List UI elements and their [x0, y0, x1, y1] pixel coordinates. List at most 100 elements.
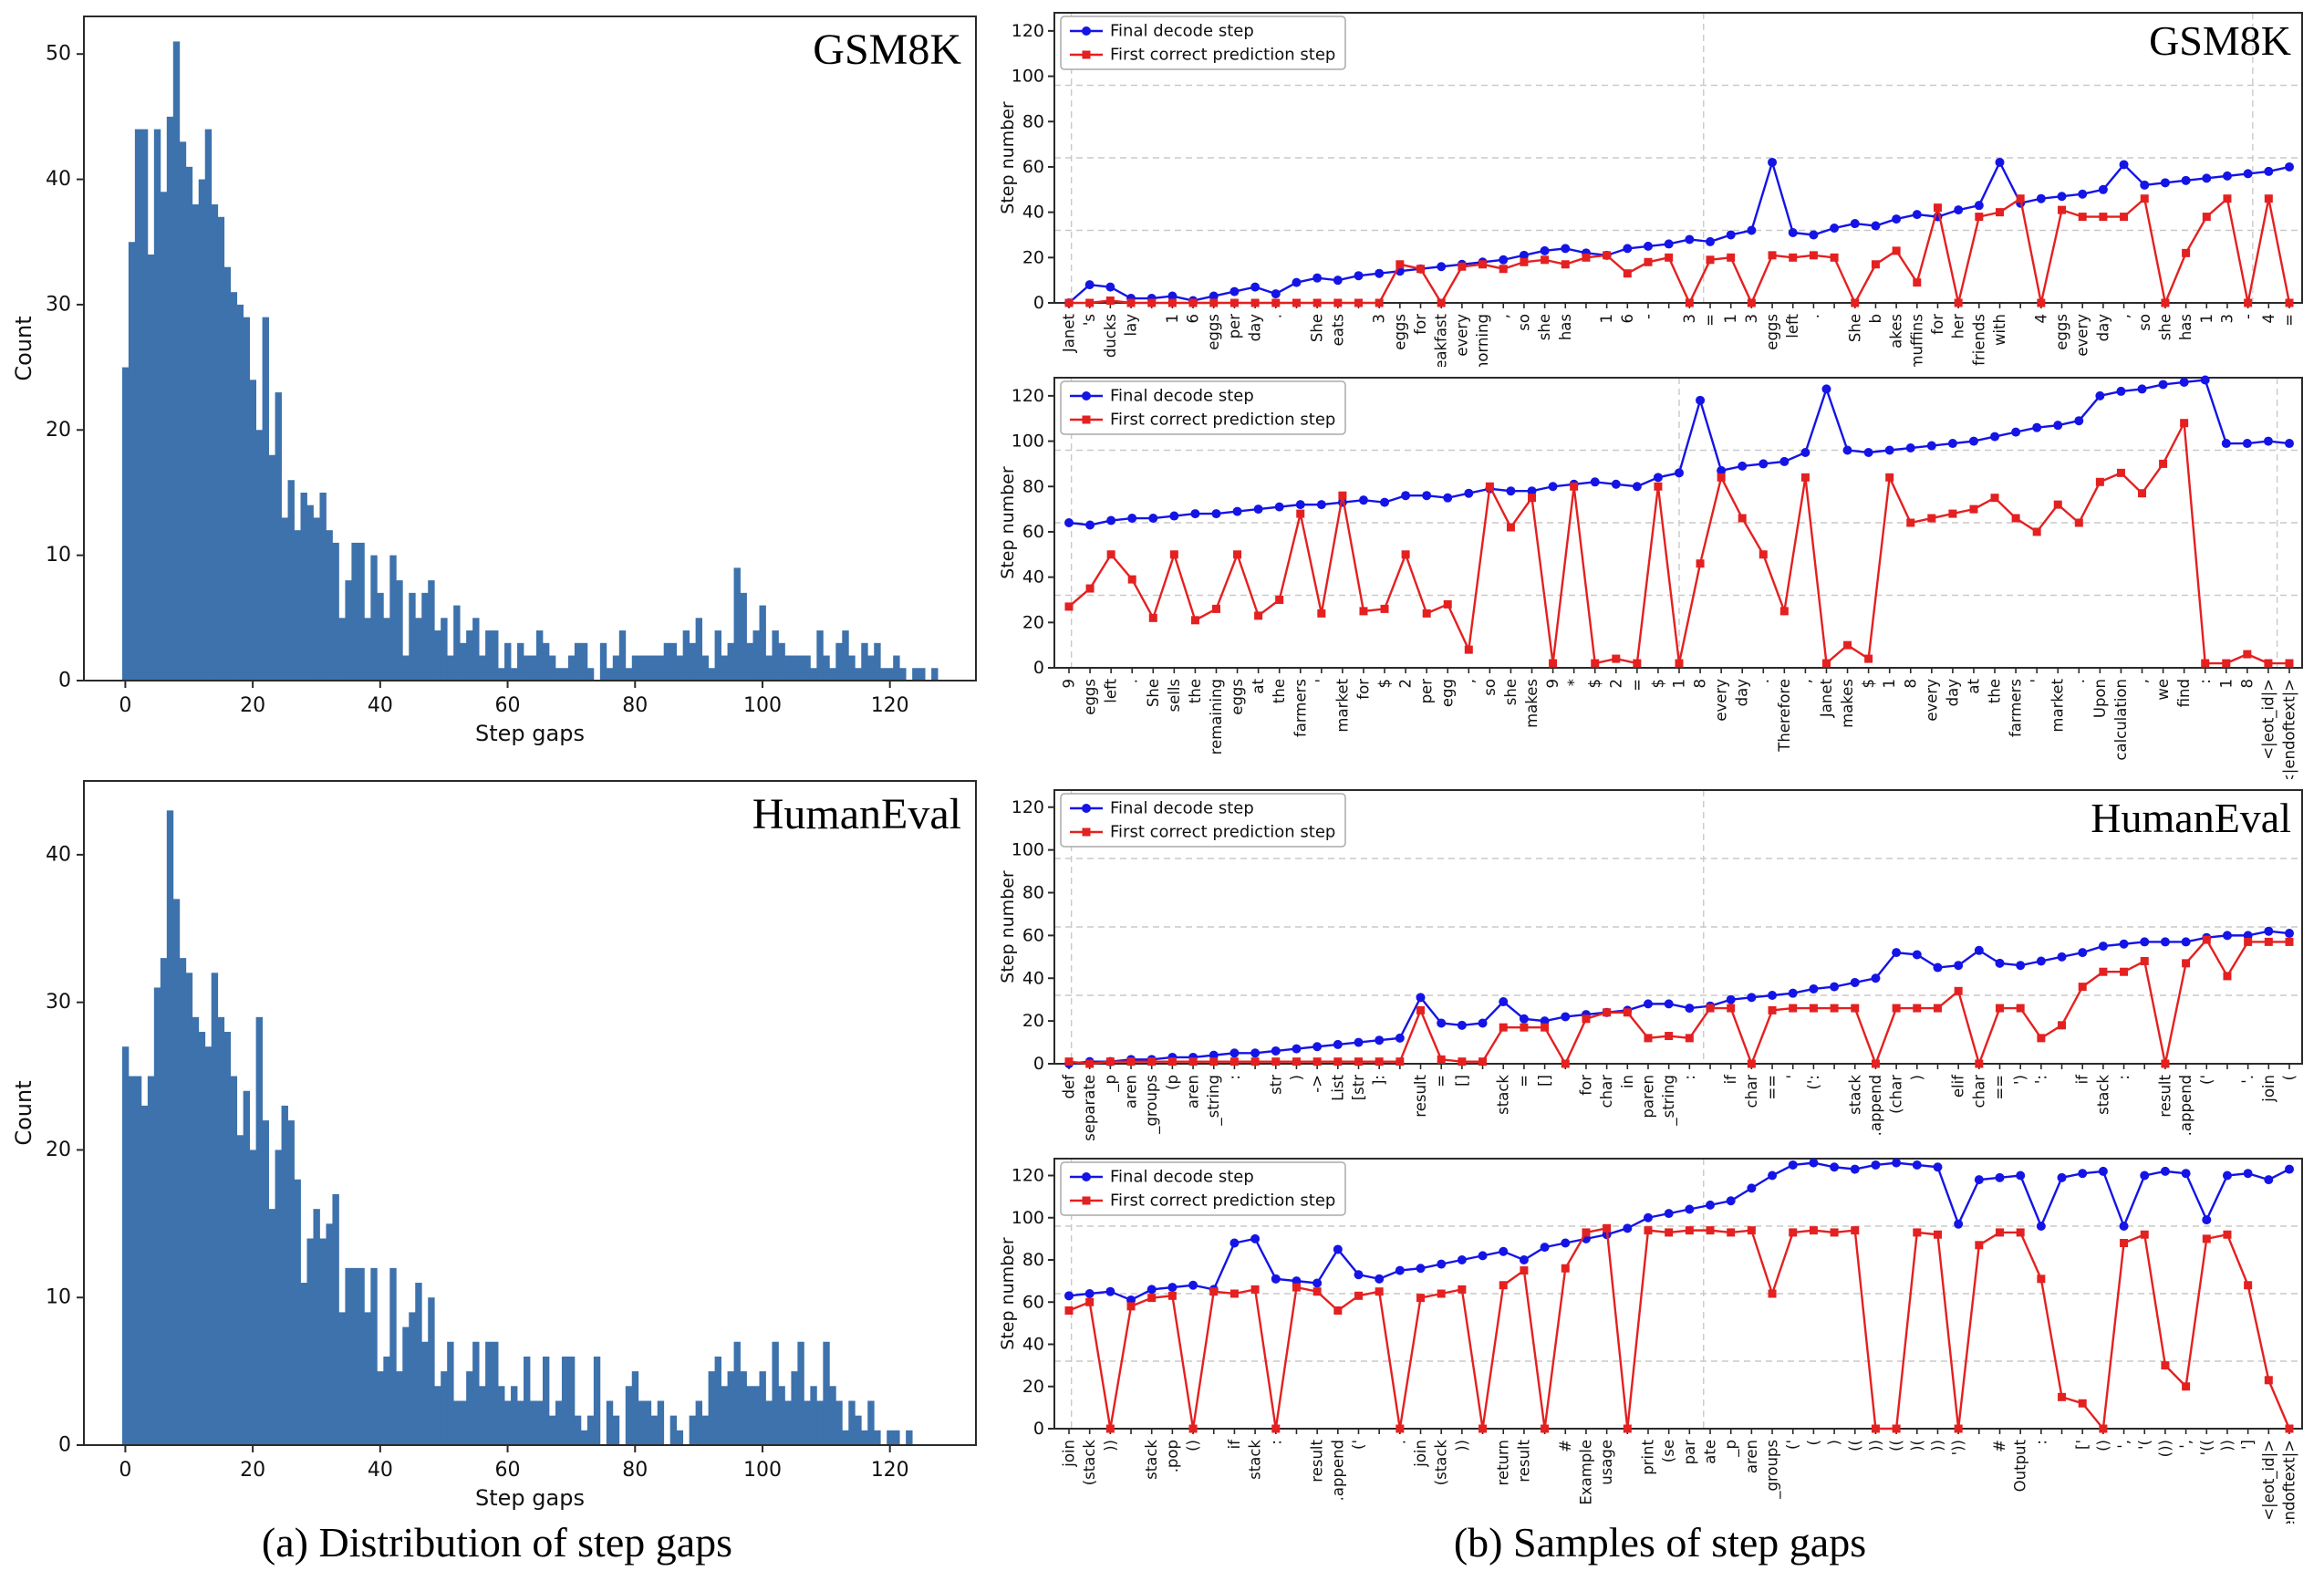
svg-text:paren: paren	[1639, 1075, 1656, 1118]
svg-text:$: $	[1649, 679, 1666, 689]
svg-text:']: ']	[2239, 1440, 2257, 1450]
svg-text:Janet: Janet	[1818, 678, 1835, 718]
svg-text:Step gaps: Step gaps	[475, 1485, 585, 1511]
svg-text::: :	[2115, 1075, 2132, 1080]
svg-text:every: every	[1713, 679, 1730, 722]
svg-text:(): ()	[1185, 1440, 1202, 1451]
svg-text:stack: stack	[1247, 1440, 1264, 1480]
svg-text:4: 4	[2260, 314, 2277, 324]
svg-text:lay: lay	[1123, 314, 1140, 337]
svg-text:1: 1	[1881, 679, 1898, 689]
svg-text:80: 80	[1022, 111, 1044, 131]
svg-text:#: #	[1557, 1440, 1574, 1452]
svg-text:): )	[1908, 1075, 1925, 1080]
svg-text:=: =	[1702, 314, 1719, 327]
svg-text:': '	[2028, 679, 2046, 683]
svg-text:=: =	[1433, 1075, 1450, 1087]
svg-text:Final decode step: Final decode step	[1110, 1168, 1254, 1187]
svg-text:def: def	[1061, 1074, 1078, 1099]
gsm8k-sample1-chart: 0 20 40 60 80 100 120 Step number Janet's ducks la…	[998, 12, 2303, 385]
svg-text:calculation: calculation	[2112, 679, 2130, 761]
svg-text::: :	[1226, 1075, 1243, 1080]
svg-text:40: 40	[1022, 1335, 1044, 1355]
svg-text:':: ':	[2032, 1075, 2049, 1084]
svg-text:the: the	[1987, 679, 2004, 703]
svg-text:(: (	[2281, 1075, 2298, 1080]
panel-line-gsm8k-2: 0 20 40 60 80 100 120 Step number 9 eggs left. She s…	[998, 367, 2322, 786]
svg-text:Step number: Step number	[998, 466, 1018, 579]
svg-text:'s: 's	[1081, 314, 1098, 326]
svg-text:60: 60	[1022, 925, 1044, 945]
svg-text:10: 10	[46, 544, 71, 567]
svg-text:eggs: eggs	[1229, 679, 1246, 715]
svg-text:(': ('	[1350, 1440, 1367, 1450]
svg-text:aren: aren	[1123, 1075, 1140, 1108]
svg-text:Output: Output	[2012, 1439, 2029, 1492]
svg-text:Count: Count	[11, 316, 36, 380]
svg-text:==: ==	[1764, 1075, 1781, 1100]
svg-text:20: 20	[240, 1459, 265, 1482]
svg-text:==: ==	[1991, 1075, 2008, 1100]
svg-text:She: She	[1309, 314, 1326, 342]
svg-text:join: join	[1061, 1440, 1078, 1468]
svg-text:Final decode step: Final decode step	[1110, 387, 1254, 406]
svg-text:she: she	[1536, 314, 1553, 340]
svg-text:Count: Count	[11, 1080, 36, 1145]
svg-text:makes: makes	[1523, 679, 1541, 728]
svg-text:.: .	[1391, 1440, 1408, 1444]
svg-text:*: *	[1565, 679, 1582, 686]
svg-text:stack: stack	[2094, 1075, 2111, 1115]
svg-text:60: 60	[1022, 1292, 1044, 1312]
svg-text:friends: friends	[1970, 314, 1987, 366]
svg-text:Example: Example	[1577, 1440, 1594, 1505]
svg-text:makes: makes	[1839, 679, 1856, 728]
svg-text:80: 80	[622, 694, 648, 717]
svg-text:60: 60	[495, 694, 521, 717]
svg-text:): )	[1288, 1075, 1305, 1080]
svg-text:First correct prediction step: First correct prediction step	[1110, 46, 1335, 65]
svg-text:Therefore: Therefore	[1776, 679, 1793, 753]
svg-text:',: ',	[2177, 1440, 2194, 1449]
svg-text:First correct prediction step: First correct prediction step	[1110, 823, 1335, 842]
svg-text:100: 100	[1012, 432, 1044, 452]
svg-text:farmers: farmers	[2008, 679, 2025, 737]
svg-text:)): ))	[2218, 1440, 2236, 1451]
caption-a: (a) Distribution of step gaps	[261, 1519, 733, 1566]
svg-text:result: result	[1412, 1074, 1429, 1117]
svg-text:30: 30	[46, 293, 71, 316]
svg-text:30: 30	[46, 991, 71, 1014]
svg-text:'.: '.	[2239, 1075, 2257, 1084]
svg-text:.append: .append	[1867, 1075, 1884, 1136]
svg-text:result: result	[2156, 1074, 2174, 1117]
svg-text:120: 120	[871, 694, 909, 717]
svg-text:[]: []	[1536, 1075, 1553, 1087]
svg-text:40: 40	[368, 1459, 393, 1482]
svg-text:)): ))	[1929, 1440, 1946, 1451]
svg-text:Step number: Step number	[998, 1237, 1018, 1350]
svg-text:0: 0	[58, 1434, 71, 1457]
svg-text:1: 1	[1164, 314, 1181, 324]
svg-text:the: the	[1271, 679, 1288, 703]
svg-text:egg: egg	[1439, 679, 1457, 707]
svg-text:=: =	[1515, 1075, 1532, 1087]
svg-text:20: 20	[46, 419, 71, 442]
svg-text:usage: usage	[1598, 1440, 1615, 1485]
svg-text:50: 50	[46, 43, 71, 66]
gsm8k-histogram: 0 10 20 30 40 50 0 20 40 60 80 100 120 Step gaps Count…	[11, 16, 977, 746]
svg-text:aren: aren	[1743, 1440, 1760, 1473]
svg-text:market: market	[2049, 678, 2067, 732]
svg-text:.: .	[1267, 314, 1284, 318]
svg-text:80: 80	[622, 1459, 648, 1482]
svg-text:3: 3	[1681, 314, 1698, 324]
svg-text:if: if	[1226, 1439, 1243, 1450]
svg-text:0: 0	[1033, 293, 1044, 313]
svg-text:10: 10	[46, 1286, 71, 1309]
svg-text:0: 0	[1033, 658, 1044, 678]
svg-text:.: .	[1755, 679, 1772, 683]
svg-text:left: left	[1103, 678, 1120, 702]
svg-text:40: 40	[1022, 567, 1044, 588]
svg-text:#: #	[1991, 1440, 2008, 1452]
svg-text:she: she	[2156, 314, 2174, 340]
